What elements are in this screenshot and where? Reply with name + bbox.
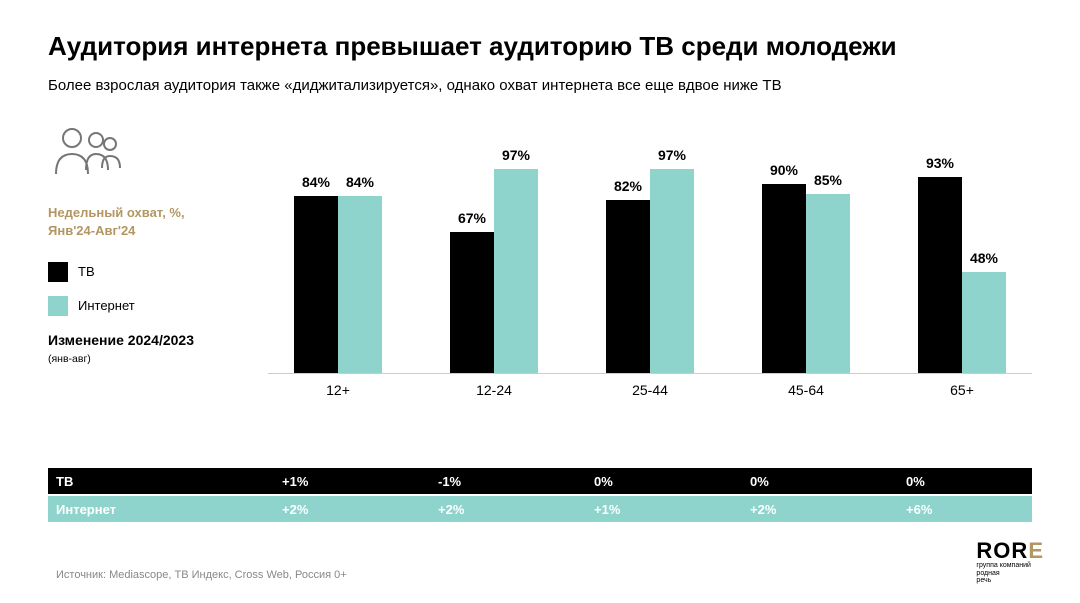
- bar-internet-label: 84%: [338, 174, 382, 190]
- bar-tv-label: 90%: [762, 162, 806, 178]
- bar-group: 82%97%: [580, 169, 720, 373]
- bar-internet: 97%: [494, 169, 538, 373]
- change-row-tv-label: ТВ: [48, 474, 258, 489]
- chart-area: 84%84%67%97%82%97%90%85%93%48% 12+12-242…: [268, 124, 1032, 398]
- change-row-tv-cells: +1% -1% 0% 0% 0%: [258, 474, 1032, 489]
- change-cell-internet: +6%: [892, 502, 1032, 517]
- change-row-internet-label: Интернет: [48, 502, 258, 517]
- bar-tv-label: 82%: [606, 178, 650, 194]
- bar-group: 90%85%: [736, 184, 876, 373]
- change-cell-internet: +2%: [268, 502, 408, 517]
- slide-subtitle: Более взрослая аудитория также «диджитал…: [48, 77, 1032, 94]
- change-row-internet: Интернет +2% +2% +1% +2% +6%: [48, 496, 1032, 522]
- change-cell-tv: 0%: [892, 474, 1032, 489]
- change-header: Изменение 2024/2023 (янв-авг): [48, 332, 258, 366]
- left-panel: Недельный охват, %, Янв'24-Авг'24 ТВ Инт…: [48, 124, 258, 398]
- bar-internet: 48%: [962, 272, 1006, 373]
- metric-label-line2: Янв'24-Авг'24: [48, 223, 135, 238]
- bar-tv: 93%: [918, 177, 962, 372]
- bar-internet-label: 48%: [962, 250, 1006, 266]
- change-row-internet-cells: +2% +2% +1% +2% +6%: [258, 502, 1032, 517]
- change-sub: (янв-авг): [48, 353, 91, 365]
- category-label: 12-24: [424, 382, 564, 398]
- bar-internet: 85%: [806, 194, 850, 373]
- bar-tv-label: 67%: [450, 210, 494, 226]
- metric-label: Недельный охват, %, Янв'24-Авг'24: [48, 204, 258, 240]
- people-icon: [48, 124, 258, 180]
- change-cell-internet: +1%: [580, 502, 720, 517]
- bar-tv: 90%: [762, 184, 806, 373]
- legend-internet-label: Интернет: [78, 298, 135, 313]
- slide-title: Аудитория интернета превышает аудиторию …: [48, 30, 1032, 63]
- change-cell-tv: 0%: [736, 474, 876, 489]
- change-cell-internet: +2%: [736, 502, 876, 517]
- change-cell-tv: +1%: [268, 474, 408, 489]
- bar-internet-label: 85%: [806, 172, 850, 188]
- bar-tv: 67%: [450, 232, 494, 373]
- bar-tv-label: 84%: [294, 174, 338, 190]
- bar-group: 84%84%: [268, 196, 408, 372]
- bar-internet: 97%: [650, 169, 694, 373]
- category-label: 65+: [892, 382, 1032, 398]
- legend-tv-label: ТВ: [78, 264, 95, 279]
- bar-group: 67%97%: [424, 169, 564, 373]
- legend-tv-swatch: [48, 262, 68, 282]
- bar-internet-label: 97%: [494, 147, 538, 163]
- category-label: 25-44: [580, 382, 720, 398]
- metric-label-line1: Недельный охват, %,: [48, 205, 185, 220]
- bar-internet: 84%: [338, 196, 382, 372]
- bar-tv: 84%: [294, 196, 338, 372]
- bar-group: 93%48%: [892, 177, 1032, 372]
- bar-internet-label: 97%: [650, 147, 694, 163]
- legend-internet-swatch: [48, 296, 68, 316]
- bar-tv: 82%: [606, 200, 650, 372]
- logo-sub: группа компаний родная речь: [976, 562, 1044, 585]
- category-label: 45-64: [736, 382, 876, 398]
- source-text: Источник: Mediascope, ТВ Индекс, Cross W…: [56, 569, 347, 581]
- change-header-text: Изменение 2024/2023: [48, 332, 194, 348]
- legend-tv: ТВ: [48, 262, 258, 282]
- change-row-tv: ТВ +1% -1% 0% 0% 0%: [48, 468, 1032, 494]
- bar-tv-label: 93%: [918, 155, 962, 171]
- change-cell-internet: +2%: [424, 502, 564, 517]
- legend-internet: Интернет: [48, 296, 258, 316]
- category-label: 12+: [268, 382, 408, 398]
- logo: RORE группа компаний родная речь: [976, 538, 1044, 585]
- category-labels: 12+ 12-24 25-44 45-64 65+: [268, 382, 1032, 398]
- change-cell-tv: 0%: [580, 474, 720, 489]
- logo-main: RORE: [976, 538, 1044, 564]
- change-cell-tv: -1%: [424, 474, 564, 489]
- bars-region: 84%84%67%97%82%97%90%85%93%48%: [268, 124, 1032, 374]
- content-row: Недельный охват, %, Янв'24-Авг'24 ТВ Инт…: [48, 124, 1032, 398]
